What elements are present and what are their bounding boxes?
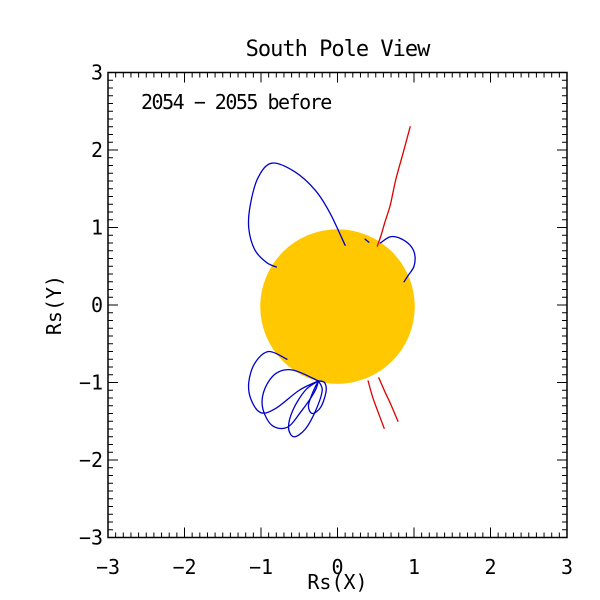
y-tick-label: 3 (91, 61, 103, 85)
annotation-label: 2054 − 2055 before (141, 90, 332, 114)
blue-south-petal-2 (261, 368, 320, 430)
x-tick-label: 1 (408, 555, 420, 579)
y-tick-label: −3 (79, 526, 103, 550)
axis-ticks (107, 72, 568, 538)
blue-south-petal-4 (307, 380, 327, 415)
y-tick-label: 2 (91, 138, 103, 162)
y-tick-label: 1 (91, 216, 103, 240)
x-tick-label: −2 (172, 555, 196, 579)
y-tick-label: −1 (79, 371, 103, 395)
chart-title: South Pole View (245, 37, 431, 62)
blue-south-petal-3 (287, 380, 323, 438)
y-tick-label: −2 (79, 448, 103, 472)
y-tick-label: 0 (91, 293, 103, 317)
x-tick-label: 3 (561, 555, 573, 579)
x-axis-label: Rs(X) (307, 570, 368, 594)
red-north-line (376, 126, 411, 247)
blue-north-loop (247, 162, 346, 268)
y-axis-label: Rs(Y) (42, 274, 66, 336)
x-tick-label: −1 (249, 555, 273, 579)
x-tick-labels: −3 −2 −1 0 1 2 3 (96, 555, 573, 579)
x-tick-label: 0 (331, 555, 343, 579)
y-tick-labels: −3 −2 −1 0 1 2 3 (79, 61, 103, 550)
x-tick-label: −3 (96, 555, 120, 579)
sun-disk (260, 229, 415, 384)
blue-south-petal-1 (247, 350, 320, 414)
blue-surface-dash (364, 238, 370, 243)
blue-east-loop (379, 235, 416, 283)
x-tick-label: 2 (484, 555, 496, 579)
red-south-line-b (378, 377, 399, 422)
red-south-line-a (367, 380, 385, 429)
